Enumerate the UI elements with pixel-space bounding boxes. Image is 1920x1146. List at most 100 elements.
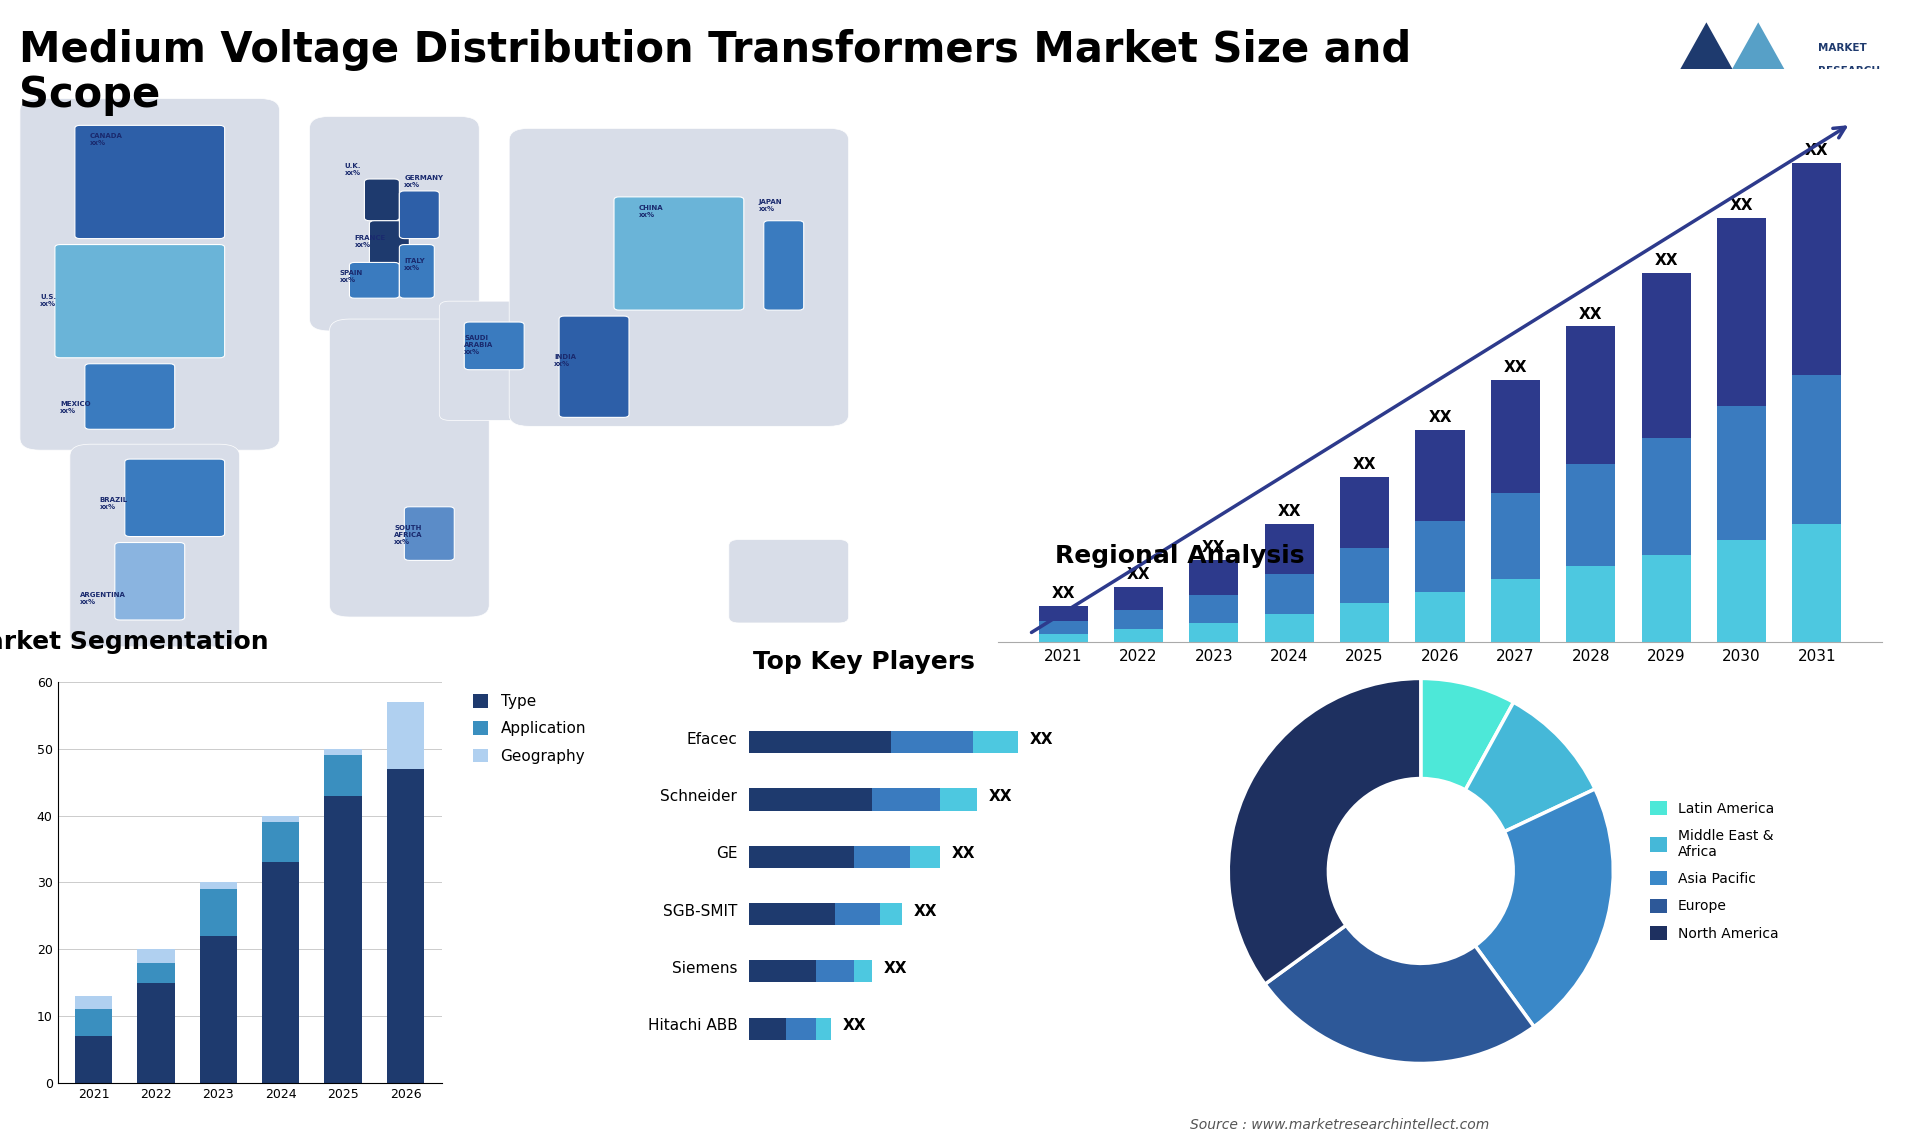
Legend: Latin America, Middle East &
Africa, Asia Pacific, Europe, North America: Latin America, Middle East & Africa, Asi…: [1644, 795, 1784, 947]
Bar: [1114, 587, 1164, 611]
Bar: [1340, 548, 1388, 603]
Bar: [1114, 611, 1164, 629]
Text: XX: XX: [989, 788, 1012, 804]
Bar: [324, 795, 361, 1083]
Text: XX: XX: [1730, 198, 1753, 213]
Bar: [973, 731, 1018, 753]
FancyBboxPatch shape: [465, 322, 524, 370]
FancyBboxPatch shape: [309, 117, 480, 331]
Text: XX: XX: [1655, 253, 1678, 268]
Bar: [1039, 634, 1087, 642]
Bar: [1642, 438, 1692, 556]
Legend: Type, Application, Geography: Type, Application, Geography: [468, 690, 591, 768]
Wedge shape: [1229, 678, 1421, 984]
FancyBboxPatch shape: [75, 125, 225, 238]
Bar: [1188, 595, 1238, 623]
Bar: [1492, 379, 1540, 493]
Bar: [816, 960, 854, 982]
Bar: [749, 1018, 787, 1039]
FancyBboxPatch shape: [405, 507, 455, 560]
Bar: [1188, 560, 1238, 595]
FancyBboxPatch shape: [369, 221, 409, 268]
Text: JAPAN
xx%: JAPAN xx%: [758, 198, 783, 212]
FancyBboxPatch shape: [56, 244, 225, 358]
Bar: [910, 846, 939, 868]
Bar: [891, 731, 973, 753]
Text: XX: XX: [1805, 143, 1828, 158]
Text: ARGENTINA
xx%: ARGENTINA xx%: [81, 592, 125, 605]
Bar: [854, 960, 872, 982]
Text: MEXICO
xx%: MEXICO xx%: [60, 401, 90, 415]
Bar: [1793, 375, 1841, 524]
FancyBboxPatch shape: [440, 301, 540, 421]
Text: MARKET: MARKET: [1818, 44, 1866, 53]
Text: Siemens: Siemens: [672, 960, 737, 976]
Bar: [749, 731, 891, 753]
Bar: [1642, 273, 1692, 438]
Text: XX: XX: [883, 960, 908, 976]
FancyBboxPatch shape: [19, 99, 280, 450]
Bar: [1716, 407, 1766, 540]
Text: RESEARCH: RESEARCH: [1818, 66, 1880, 77]
Wedge shape: [1475, 788, 1613, 1027]
Bar: [200, 882, 238, 889]
Bar: [939, 788, 977, 810]
Bar: [261, 823, 300, 862]
Text: GE: GE: [716, 846, 737, 862]
Bar: [749, 903, 835, 925]
Bar: [1415, 430, 1465, 521]
Text: XX: XX: [1202, 541, 1225, 556]
Bar: [1492, 493, 1540, 579]
FancyBboxPatch shape: [730, 540, 849, 623]
Bar: [1567, 327, 1615, 464]
Polygon shape: [1707, 22, 1811, 116]
Bar: [1415, 591, 1465, 642]
Bar: [1039, 621, 1087, 634]
Bar: [200, 889, 238, 936]
Bar: [835, 903, 879, 925]
Text: FRANCE
xx%: FRANCE xx%: [355, 235, 386, 248]
Text: SOUTH
AFRICA
xx%: SOUTH AFRICA xx%: [394, 526, 422, 545]
Text: SPAIN
xx%: SPAIN xx%: [340, 270, 363, 283]
Bar: [1793, 524, 1841, 642]
FancyBboxPatch shape: [365, 179, 399, 221]
Text: BRAZIL
xx%: BRAZIL xx%: [100, 496, 129, 510]
Text: XX: XX: [1127, 567, 1150, 582]
Bar: [138, 963, 175, 983]
FancyBboxPatch shape: [614, 197, 743, 311]
Text: XX: XX: [1578, 306, 1603, 322]
Wedge shape: [1421, 678, 1513, 790]
Bar: [1114, 629, 1164, 642]
Bar: [1793, 163, 1841, 375]
Bar: [1265, 613, 1313, 642]
Bar: [879, 903, 902, 925]
Bar: [386, 769, 424, 1083]
Bar: [1039, 605, 1087, 621]
Text: Schneider: Schneider: [660, 788, 737, 804]
Text: XX: XX: [1029, 731, 1054, 747]
Bar: [1492, 579, 1540, 642]
Bar: [261, 862, 300, 1083]
Text: INTELLECT: INTELLECT: [1818, 89, 1880, 100]
Text: XX: XX: [1052, 586, 1075, 601]
Bar: [138, 983, 175, 1083]
Bar: [1340, 477, 1388, 548]
Bar: [749, 960, 816, 982]
Bar: [75, 1010, 113, 1036]
FancyBboxPatch shape: [764, 221, 804, 311]
Polygon shape: [1655, 22, 1759, 116]
Bar: [1265, 524, 1313, 574]
Text: Efacec: Efacec: [687, 731, 737, 747]
Text: U.S.
xx%: U.S. xx%: [40, 295, 56, 307]
FancyBboxPatch shape: [399, 244, 434, 298]
FancyBboxPatch shape: [115, 542, 184, 620]
Text: Market Segmentation: Market Segmentation: [0, 630, 269, 653]
Bar: [872, 788, 939, 810]
Bar: [75, 1036, 113, 1083]
Text: XX: XX: [1354, 457, 1377, 472]
Text: U.K.
xx%: U.K. xx%: [344, 163, 361, 176]
FancyBboxPatch shape: [559, 316, 630, 417]
FancyBboxPatch shape: [69, 445, 240, 646]
Text: Top Key Players: Top Key Players: [753, 650, 975, 674]
Text: ITALY
xx%: ITALY xx%: [405, 258, 424, 272]
